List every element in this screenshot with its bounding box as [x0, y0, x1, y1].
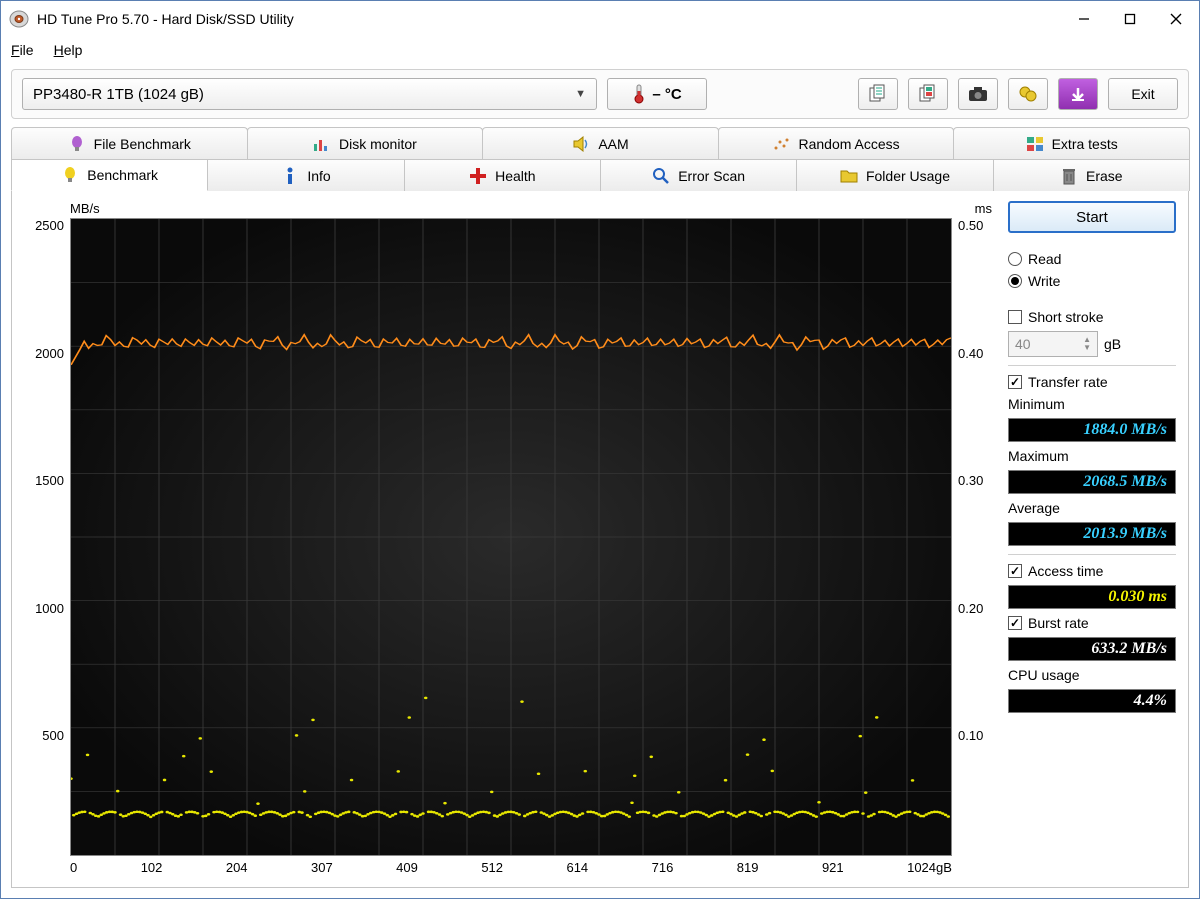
titlebar: HD Tune Pro 5.70 - Hard Disk/SSD Utility	[1, 1, 1199, 37]
benchmark-plot	[70, 218, 952, 856]
min-value: 1884.0 MB/s	[1008, 418, 1176, 442]
tab-error-scan[interactable]: Error Scan	[600, 159, 797, 191]
maximize-button[interactable]	[1107, 1, 1153, 37]
temperature-display: – °C	[607, 78, 707, 110]
spinner-arrows-icon: ▲▼	[1083, 336, 1091, 352]
access-value: 0.030 ms	[1008, 585, 1176, 609]
close-button[interactable]	[1153, 1, 1199, 37]
dots-icon	[772, 135, 790, 153]
tab-file-benchmark[interactable]: File Benchmark	[11, 127, 248, 159]
toolbar: PP3480-R 1TB (1024 gB) ▼ – °C E	[11, 69, 1189, 119]
y-left-axis: 2500200015001000500	[24, 218, 70, 856]
bars-icon	[313, 135, 331, 153]
chart-area: MB/s ms 2500200015001000500 0.500.400.30…	[24, 201, 996, 875]
menu-help[interactable]: Help	[54, 42, 83, 58]
menu-file[interactable]: File	[11, 42, 34, 58]
tab-extra-tests[interactable]: Extra tests	[953, 127, 1190, 159]
copy-screenshot-button[interactable]	[908, 78, 948, 110]
y-right-label: ms	[975, 201, 992, 216]
avg-label: Average	[1008, 500, 1176, 516]
side-panel: Start Read Write Short stroke 40 ▲▼	[1008, 201, 1176, 875]
menubar: File Help	[1, 37, 1199, 63]
min-label: Minimum	[1008, 396, 1176, 412]
save-button[interactable]	[1058, 78, 1098, 110]
grid-icon	[1026, 135, 1044, 153]
minimize-button[interactable]	[1061, 1, 1107, 37]
access-time-check[interactable]: Access time	[1008, 563, 1176, 579]
max-label: Maximum	[1008, 448, 1176, 464]
short-stroke-check[interactable]: Short stroke	[1008, 309, 1176, 325]
chevron-down-icon: ▼	[575, 88, 586, 100]
read-radio[interactable]: Read	[1008, 251, 1176, 267]
magnifier-icon	[652, 167, 670, 185]
tab-benchmark[interactable]: Benchmark	[11, 159, 208, 191]
thermometer-icon	[632, 83, 646, 105]
tab-folder-usage[interactable]: Folder Usage	[796, 159, 993, 191]
max-value: 2068.5 MB/s	[1008, 470, 1176, 494]
options-button[interactable]	[1008, 78, 1048, 110]
y-left-label: MB/s	[70, 201, 100, 216]
y-right-axis: 0.500.400.300.200.10	[952, 218, 996, 856]
folder-icon	[840, 167, 858, 185]
tab-aam[interactable]: AAM	[482, 127, 719, 159]
speaker-icon	[572, 135, 590, 153]
transfer-rate-check[interactable]: Transfer rate	[1008, 374, 1176, 390]
trash-icon	[1060, 167, 1078, 185]
copy-text-button[interactable]	[858, 78, 898, 110]
tab-random-access[interactable]: Random Access	[718, 127, 955, 159]
checkbox-icon	[1008, 616, 1022, 630]
burst-rate-check[interactable]: Burst rate	[1008, 615, 1176, 631]
checkbox-icon	[1008, 310, 1022, 324]
tab-erase[interactable]: Erase	[993, 159, 1190, 191]
app-icon	[9, 9, 29, 29]
tab-health[interactable]: Health	[404, 159, 601, 191]
radio-icon	[1008, 252, 1022, 266]
cpu-value: 4.4%	[1008, 689, 1176, 713]
start-button[interactable]: Start	[1008, 201, 1176, 233]
window-title: HD Tune Pro 5.70 - Hard Disk/SSD Utility	[37, 11, 294, 27]
x-axis: 01022043074095126147168199211024gB	[24, 860, 996, 875]
info-icon	[281, 167, 299, 185]
bulb-purple-icon	[68, 135, 86, 153]
radio-icon	[1008, 274, 1022, 288]
write-radio[interactable]: Write	[1008, 273, 1176, 289]
exit-button[interactable]: Exit	[1108, 78, 1178, 110]
tab-disk-monitor[interactable]: Disk monitor	[247, 127, 484, 159]
temperature-value: – °C	[652, 86, 681, 103]
tab-content: MB/s ms 2500200015001000500 0.500.400.30…	[11, 191, 1189, 888]
checkbox-icon	[1008, 375, 1022, 389]
drive-select[interactable]: PP3480-R 1TB (1024 gB) ▼	[22, 78, 597, 110]
short-stroke-spinner[interactable]: 40 ▲▼ gB	[1008, 331, 1176, 357]
avg-value: 2013.9 MB/s	[1008, 522, 1176, 546]
plus-icon	[469, 167, 487, 185]
tabs: File BenchmarkDisk monitorAAMRandom Acce…	[11, 127, 1189, 191]
save-screenshot-button[interactable]	[958, 78, 998, 110]
burst-value: 633.2 MB/s	[1008, 637, 1176, 661]
cpu-label: CPU usage	[1008, 667, 1176, 683]
tab-info[interactable]: Info	[207, 159, 404, 191]
bulb-yellow-icon	[61, 166, 79, 184]
drive-label: PP3480-R 1TB (1024 gB)	[33, 86, 204, 103]
checkbox-icon	[1008, 564, 1022, 578]
app-window: HD Tune Pro 5.70 - Hard Disk/SSD Utility…	[0, 0, 1200, 899]
